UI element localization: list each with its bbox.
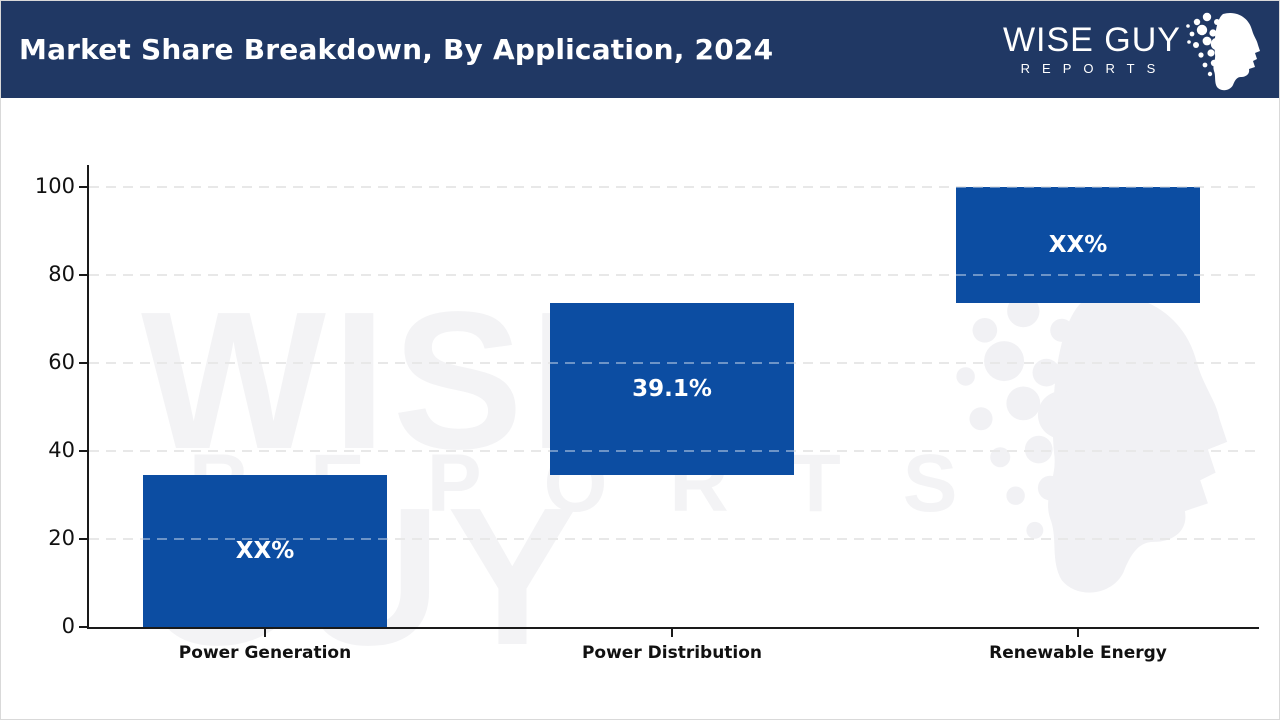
y-axis-tickmark <box>79 362 87 364</box>
logo-face-icon <box>1186 12 1260 90</box>
chart-area: WISE GUY REPORTS 020406080100XX%39.1%XX%… <box>1 98 1279 719</box>
header-bar: Market Share Breakdown, By Application, … <box>1 1 1279 98</box>
gridline-y20 <box>89 538 1259 540</box>
gridline-y40 <box>89 450 1259 452</box>
bar-value-label: XX% <box>1048 232 1108 259</box>
x-axis-category-label: Power Generation <box>178 643 352 663</box>
gridline-y100 <box>89 186 1259 188</box>
bar-power-generation[interactable]: XX% <box>143 475 387 627</box>
x-axis-tickmark <box>264 629 266 637</box>
y-axis-tick-label: 40 <box>48 438 75 462</box>
y-axis-tick-label: 100 <box>34 174 75 198</box>
bar-power-distribution[interactable]: 39.1% <box>550 303 794 476</box>
logo-text: WISE GUY REPORTS <box>1003 23 1181 76</box>
logo-wordmark: WISE GUY <box>1002 21 1181 59</box>
y-axis-tickmark <box>79 538 87 540</box>
y-axis-tickmark <box>79 186 87 188</box>
wiseguy-logo: WISE GUY REPORTS <box>1003 8 1261 92</box>
gridline-y20 <box>89 538 1259 540</box>
x-axis-spine <box>87 627 1259 629</box>
gridline-y80 <box>89 274 1259 276</box>
bar-value-label: XX% <box>235 538 295 565</box>
y-axis-tick-label: 0 <box>61 614 75 638</box>
y-axis-tickmark <box>79 626 87 628</box>
bar-value-label: 39.1% <box>632 376 712 403</box>
y-axis-tick-label: 80 <box>48 262 75 286</box>
y-axis-tickmark <box>79 450 87 452</box>
y-axis-tickmark <box>79 274 87 276</box>
gridline-y60 <box>89 362 1259 364</box>
bar-renewable-energy[interactable]: XX% <box>956 187 1200 304</box>
x-axis-tickmark <box>671 629 673 637</box>
x-axis-category-label: Renewable Energy <box>989 643 1167 663</box>
y-axis-tick-label: 60 <box>48 350 75 374</box>
y-axis-spine <box>87 165 89 629</box>
y-axis-tick-label: 20 <box>48 526 75 550</box>
logo-subtitle: REPORTS <box>1020 61 1168 76</box>
gridline-y80 <box>89 274 1259 276</box>
x-axis-tickmark <box>1077 629 1079 637</box>
gridline-y100 <box>89 186 1259 188</box>
x-axis-category-label: Power Distribution <box>581 643 763 663</box>
page-title: Market Share Breakdown, By Application, … <box>19 33 774 66</box>
